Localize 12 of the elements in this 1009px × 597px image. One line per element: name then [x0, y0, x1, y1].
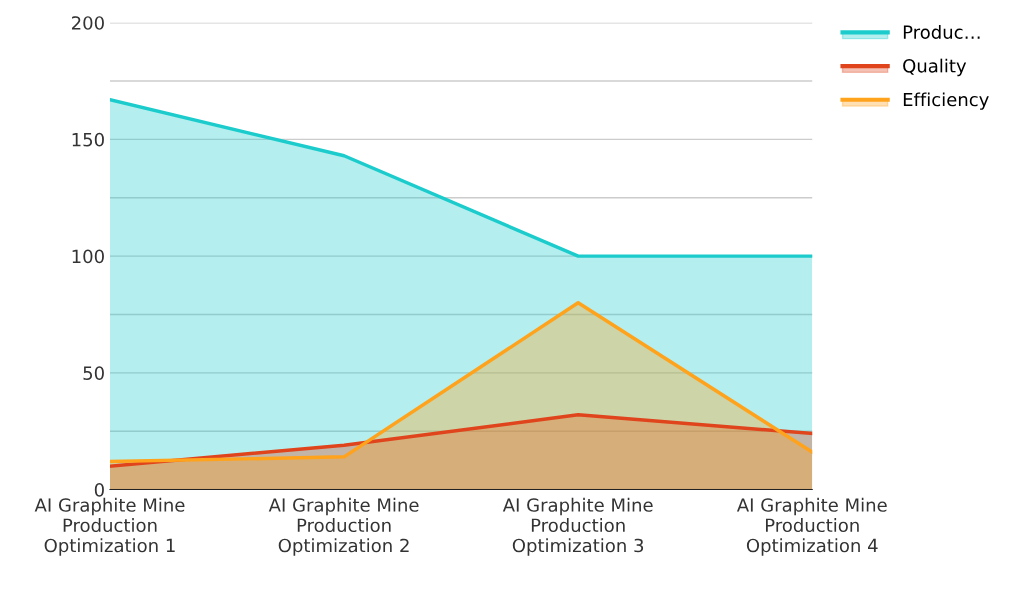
y-tick-label: 200 [71, 16, 104, 30]
x-tick-label: AI Graphite Mine Production Optimization 2 [268, 497, 419, 556]
legend-label: Efficiency [903, 92, 989, 110]
y-tick-label: 0 [94, 483, 104, 497]
x-tick-label: AI Graphite Mine Production Optimization 3 [502, 497, 653, 556]
legend-label: Quality [903, 58, 967, 77]
y-tick-label: 150 [72, 132, 104, 147]
x-tick-label: AI Graphite Mine Production Optimization 4 [736, 497, 887, 556]
legend-label: Produc… [903, 24, 980, 39]
x-tick-label: AI Graphite Mine Production Optimization 1 [34, 497, 185, 556]
y-tick-label: 50 [83, 366, 104, 380]
y-tick-label: 100 [72, 249, 104, 264]
